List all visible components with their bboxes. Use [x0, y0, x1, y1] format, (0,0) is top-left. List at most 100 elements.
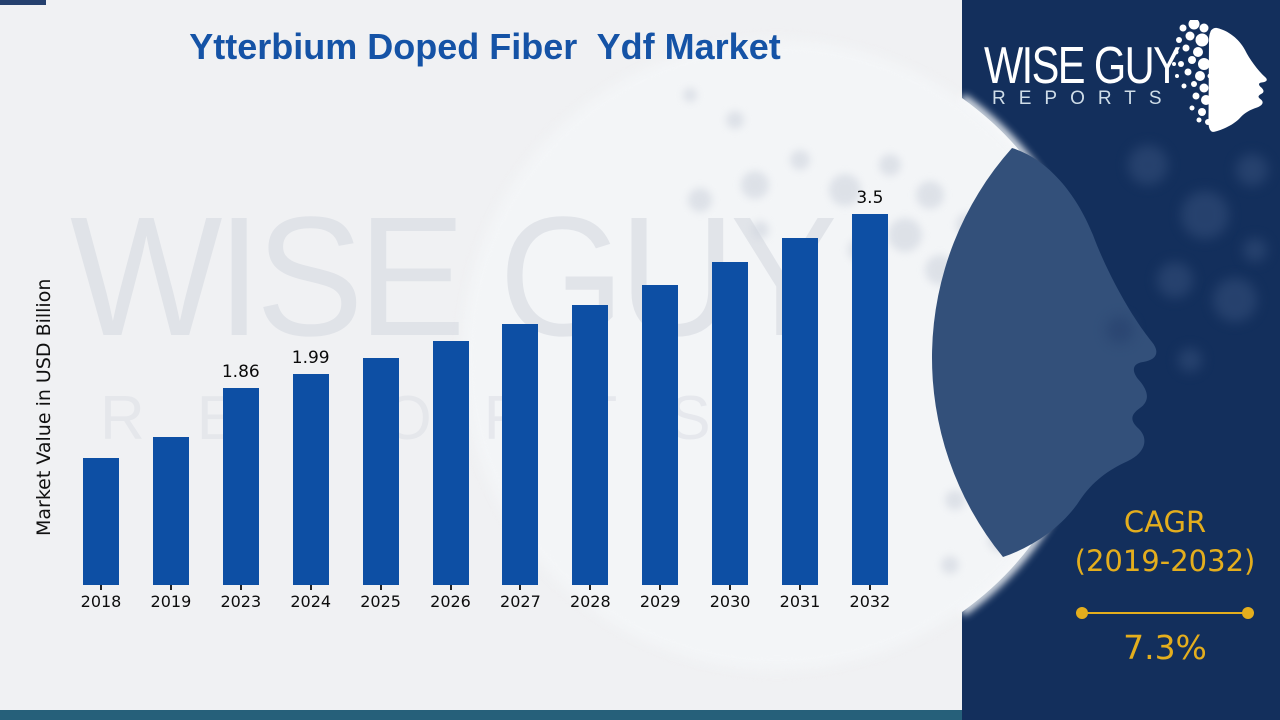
- top-left-corner-accent: [0, 0, 46, 5]
- x-tick-2028: [589, 585, 592, 590]
- x-tick-label-2029: 2029: [639, 592, 681, 611]
- logo-face-icon: [1172, 20, 1267, 132]
- navy-panel-dot: [1243, 238, 1267, 262]
- x-tick-2023: [239, 585, 242, 590]
- watermark-dot: [790, 150, 810, 170]
- x-tick-label-2026: 2026: [430, 592, 471, 611]
- logo-brain-dot: [1201, 95, 1211, 105]
- bar-2023: [222, 388, 259, 585]
- cagr-line-right-dot: [1242, 607, 1254, 619]
- logo-brain-dot: [1195, 33, 1209, 47]
- bar-2026: [432, 341, 469, 585]
- logo-brain-dot: [1188, 56, 1196, 64]
- cagr-line-left-dot: [1076, 607, 1088, 619]
- watermark-reports: REPORTS: [100, 384, 763, 453]
- x-tick-2031: [799, 585, 801, 590]
- logo-brain-dot: [1209, 49, 1215, 55]
- logo-brain-dot: [1195, 71, 1205, 81]
- data-label-2023: 1.86: [221, 362, 260, 382]
- page-title: Ytterbium Doped Fiber Ydf Market: [189, 26, 781, 67]
- logo-brain-dot: [1178, 61, 1184, 67]
- logo-brain-dot: [1193, 47, 1203, 57]
- logo-brain-dot: [1182, 44, 1190, 52]
- x-tick-label-2027: 2027: [500, 592, 541, 611]
- x-tick-2025: [379, 585, 382, 590]
- x-tick-label-2023: 2023: [220, 592, 262, 611]
- bar-2025: [362, 358, 399, 585]
- logo-brain-dot: [1173, 49, 1179, 55]
- x-tick-label-2018: 2018: [80, 592, 122, 611]
- data-label-2032: 3.5: [856, 188, 884, 208]
- x-tick-label-2032: 2032: [849, 592, 891, 611]
- logo-brain-dot: [1198, 108, 1206, 116]
- logo-brain-dot: [1189, 105, 1195, 111]
- navy-panel-dot: [1213, 278, 1257, 322]
- bar-2029: [642, 285, 679, 585]
- bar-2028: [572, 305, 609, 585]
- logo-wordmark: WISE GUY: [984, 37, 1181, 95]
- watermark-dot: [879, 154, 901, 176]
- logo-brain-dot: [1188, 20, 1200, 30]
- logo-brain-dot: [1181, 83, 1187, 89]
- data-label-2024: 1.99: [291, 348, 330, 368]
- x-tick-label-2031: 2031: [779, 592, 821, 611]
- x-tick-2027: [519, 585, 522, 590]
- watermark-dot: [726, 111, 744, 129]
- logo-brain-dot: [1176, 37, 1182, 43]
- bar-2024: [292, 374, 329, 585]
- navy-panel-dot: [1157, 262, 1193, 298]
- bar-2018: [83, 458, 119, 585]
- x-tick-label-2028: 2028: [569, 592, 611, 611]
- x-tick-label-2019: 2019: [150, 592, 192, 611]
- logo-brain-dot: [1196, 117, 1202, 123]
- x-tick-2030: [729, 585, 732, 590]
- watermark-dot: [688, 188, 712, 212]
- logo-brain-dot: [1184, 68, 1192, 76]
- logo-brain-dot: [1179, 24, 1187, 32]
- navy-panel-dot: [1106, 316, 1134, 344]
- logo-brain-dot: [1175, 74, 1179, 78]
- bar-2032: [851, 214, 888, 585]
- bar-2019: [152, 437, 189, 585]
- logo-brain-dot: [1205, 119, 1211, 125]
- watermark-dot: [888, 218, 922, 252]
- bottom-accent-strip: [0, 710, 963, 720]
- logo-subtitle: REPORTS: [992, 88, 1175, 109]
- logo-brain-dot: [1199, 23, 1209, 33]
- watermark-dot: [683, 88, 697, 102]
- navy-panel-dot: [1181, 191, 1229, 239]
- x-tick-2019: [169, 585, 172, 590]
- x-tick-2029: [659, 585, 662, 590]
- navy-panel-dot: [1178, 348, 1202, 372]
- watermark-dot: [741, 171, 769, 199]
- cagr-label: CAGR: [1123, 505, 1207, 539]
- x-tick-label-2024: 2024: [290, 592, 332, 611]
- navy-panel-dot: [1128, 145, 1168, 185]
- cagr-range: (2019-2032): [1074, 544, 1256, 578]
- watermark-wordmark: WISE GUY: [70, 182, 838, 372]
- logo-brain-dot: [1207, 73, 1213, 79]
- navy-panel-dot: [1236, 154, 1268, 186]
- watermark-dot: [751, 221, 769, 239]
- x-tick-2024: [309, 585, 312, 590]
- watermark-dot: [941, 556, 959, 574]
- watermark-dot: [829, 174, 861, 206]
- logo-brain-dot: [1172, 62, 1176, 66]
- cagr-divider-line: [1076, 607, 1254, 619]
- bar-2030: [712, 262, 749, 585]
- x-tick-2026: [449, 585, 452, 590]
- bar-2027: [502, 324, 539, 585]
- cagr-value: 7.3%: [1123, 628, 1207, 667]
- x-tick-label-2025: 2025: [360, 592, 401, 611]
- logo-brain-dot: [1199, 83, 1209, 93]
- bar-2031: [782, 238, 818, 585]
- logo-brain-dot: [1198, 58, 1210, 70]
- x-tick-2032: [868, 585, 871, 590]
- x-tick-label-2030: 2030: [709, 592, 751, 611]
- logo-face-profile: [1208, 27, 1267, 132]
- x-tick-2018: [100, 585, 102, 590]
- logo-brain-dot: [1210, 29, 1216, 35]
- logo-brain-dot: [1191, 81, 1197, 87]
- logo-brain-dot: [1185, 31, 1195, 41]
